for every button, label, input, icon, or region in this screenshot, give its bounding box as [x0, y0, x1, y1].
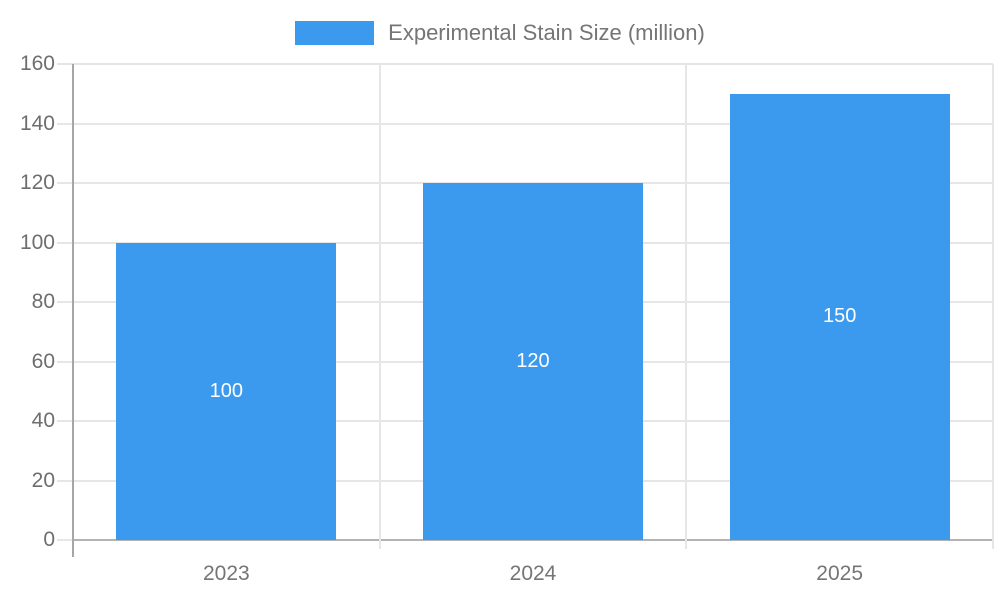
- bar-value-label: 100: [209, 379, 244, 402]
- x-axis-line: [73, 539, 993, 541]
- x-category-label: 2025: [816, 562, 864, 585]
- legend-label: Experimental Stain Size (million): [388, 20, 705, 45]
- bar-value-label: 150: [822, 305, 857, 328]
- y-gridline: [57, 63, 993, 65]
- y-tick-label: 0: [43, 528, 55, 551]
- x-category-label: 2023: [202, 562, 250, 585]
- y-tick-label: 40: [31, 409, 55, 432]
- y-tick-label: 140: [19, 111, 55, 135]
- legend-swatch-icon: [295, 21, 375, 45]
- bar-2024[interactable]: 120: [423, 183, 643, 540]
- category-gridline: [992, 64, 994, 549]
- bar-value-label: 120: [516, 350, 550, 372]
- y-tick-label: 80: [31, 290, 55, 313]
- y-axis-line: [72, 64, 74, 557]
- bar-2023[interactable]: 100: [116, 242, 337, 540]
- y-tick-label: 60: [31, 349, 55, 373]
- y-tick-label: 120: [19, 171, 55, 194]
- y-tick-label: 100: [19, 230, 55, 254]
- category-gridline: [685, 64, 688, 549]
- legend[interactable]: Experimental Stain Size (million): [0, 20, 1000, 46]
- y-tick-label: 20: [31, 468, 55, 492]
- y-gridline: [57, 122, 993, 125]
- x-category-label: 2024: [509, 562, 557, 585]
- y-tick-label: 160: [19, 52, 55, 75]
- bar-2025[interactable]: 150: [729, 93, 950, 540]
- category-gridline: [378, 64, 381, 549]
